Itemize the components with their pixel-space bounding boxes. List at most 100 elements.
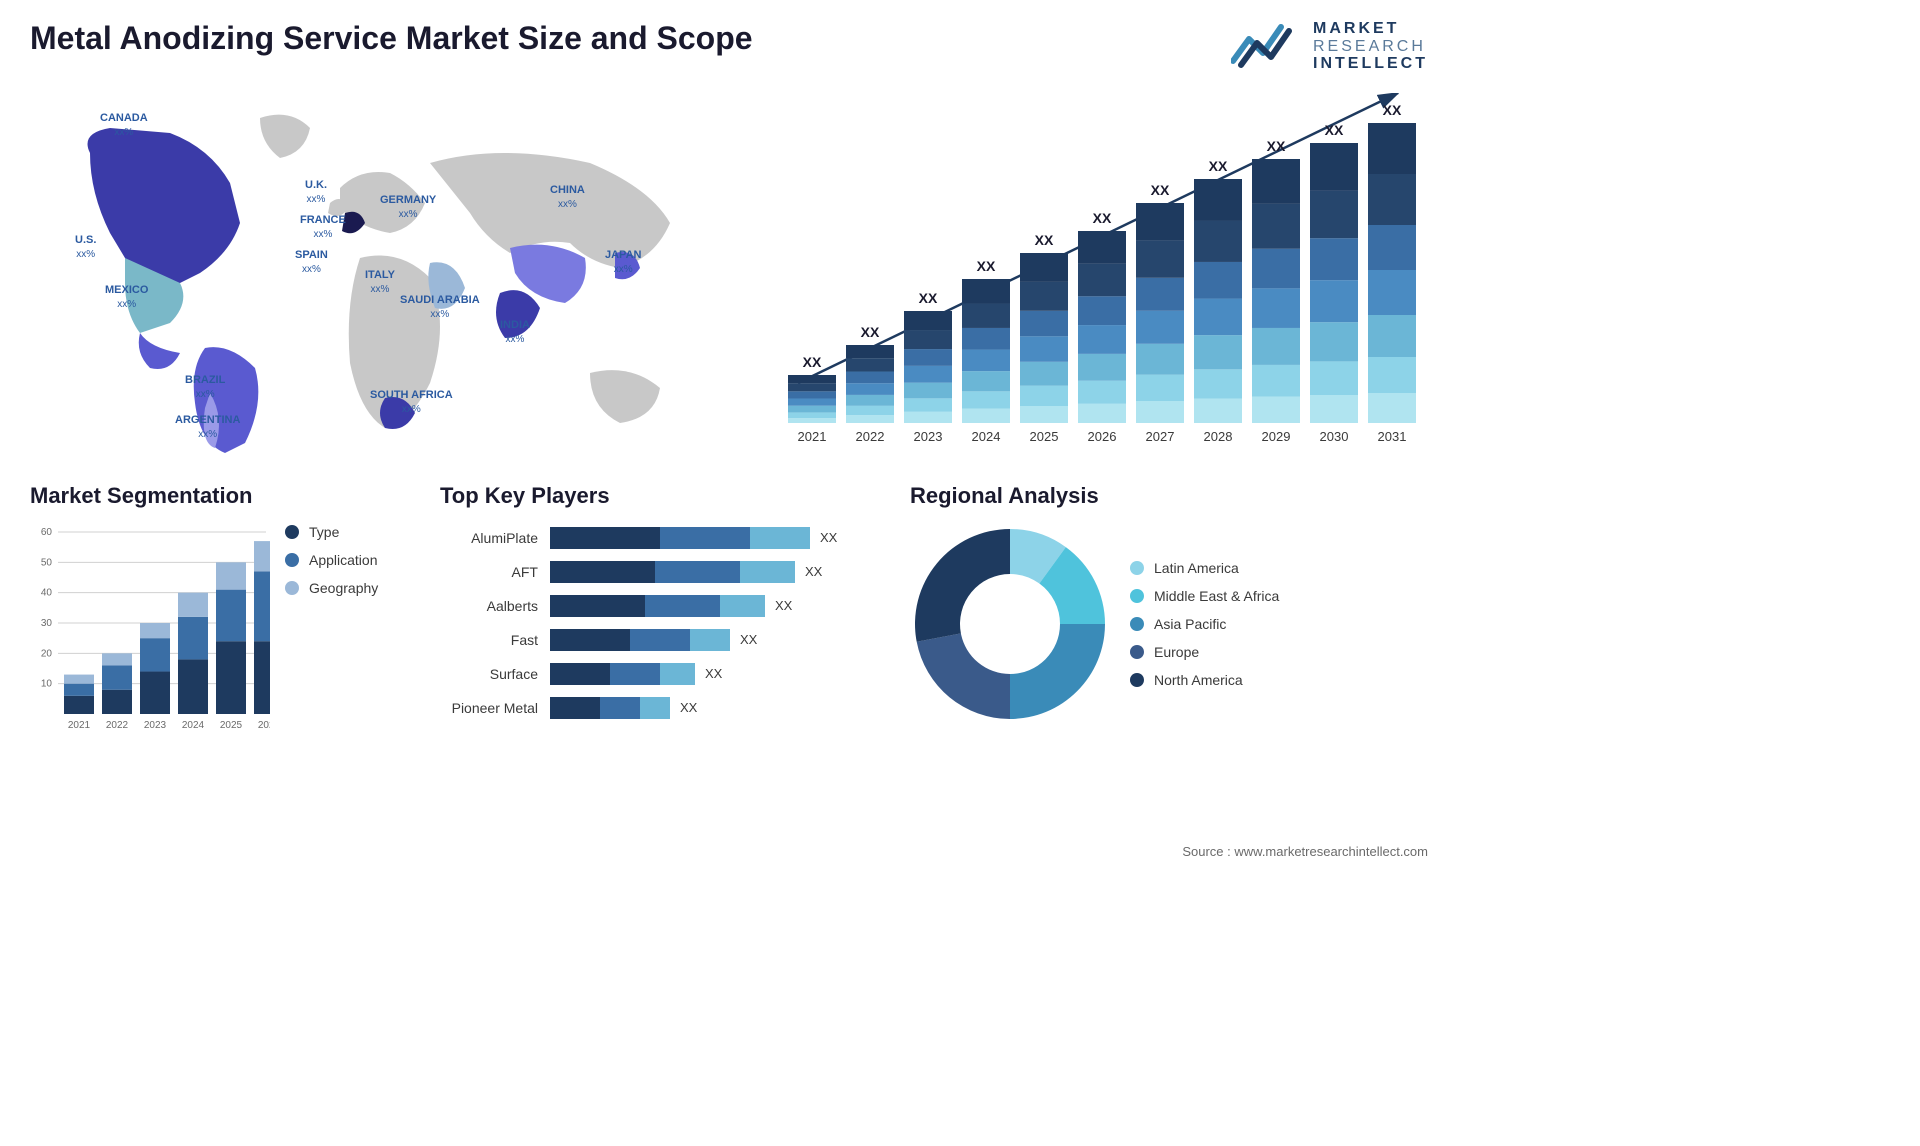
map-label-canada: CANADAxx%: [100, 111, 148, 140]
player-bar: XX: [550, 527, 880, 549]
svg-text:30: 30: [41, 618, 53, 629]
logo-text: MARKET RESEARCH INTELLECT: [1313, 20, 1428, 73]
map-label-brazil: BRAZILxx%: [185, 373, 225, 402]
svg-text:10: 10: [41, 678, 53, 689]
growth-chart-svg: XX 2021 XX 2022 XX 2023 XX 2024 XX 2025 XX 2026 XX 20…: [768, 93, 1428, 453]
player-value: XX: [820, 530, 837, 545]
player-row: Surface XX: [440, 660, 880, 688]
svg-text:XX: XX: [1035, 232, 1054, 248]
player-label: Aalberts: [440, 598, 550, 614]
map-label-mexico: MEXICOxx%: [105, 283, 148, 312]
players-chart: AlumiPlateXXAFTXXAalbertsXXFastXXSurface…: [440, 524, 880, 722]
logo-icon: [1231, 21, 1301, 71]
player-row: AlumiPlate XX: [440, 524, 880, 552]
player-bar: XX: [550, 629, 880, 651]
segmentation-svg: 102030405060202120222023202420252026: [30, 524, 270, 734]
player-value: XX: [805, 564, 822, 579]
player-bar: XX: [550, 561, 880, 583]
top-row: CANADAxx% U.S.xx% MEXICOxx% BRAZILxx% ARGENT…: [30, 93, 1428, 453]
svg-text:40: 40: [41, 587, 53, 598]
page-title: Metal Anodizing Service Market Size and …: [30, 20, 753, 57]
svg-text:2024: 2024: [972, 429, 1001, 444]
player-value: XX: [705, 666, 722, 681]
world-map: CANADAxx% U.S.xx% MEXICOxx% BRAZILxx% ARGENT…: [30, 93, 738, 453]
player-bar: XX: [550, 663, 880, 685]
legend-item: Application: [285, 552, 378, 568]
svg-text:60: 60: [41, 527, 53, 538]
header: Metal Anodizing Service Market Size and …: [30, 20, 1428, 73]
players-title: Top Key Players: [440, 483, 880, 509]
player-row: Aalberts XX: [440, 592, 880, 620]
svg-text:2026: 2026: [258, 720, 270, 731]
svg-text:XX: XX: [1209, 158, 1228, 174]
svg-text:2030: 2030: [1320, 429, 1349, 444]
svg-text:2023: 2023: [914, 429, 943, 444]
map-label-china: CHINAxx%: [550, 183, 585, 212]
segmentation-section: Market Segmentation 10203040506020212022…: [30, 483, 410, 734]
svg-text:XX: XX: [1093, 210, 1112, 226]
svg-text:XX: XX: [919, 290, 938, 306]
legend-item: Europe: [1130, 644, 1279, 660]
svg-text:2024: 2024: [182, 720, 205, 731]
brand-logo: MARKET RESEARCH INTELLECT: [1231, 20, 1428, 73]
svg-text:2031: 2031: [1378, 429, 1407, 444]
donut-chart: [910, 524, 1110, 724]
svg-text:2021: 2021: [798, 429, 827, 444]
player-row: Pioneer Metal XX: [440, 694, 880, 722]
svg-text:2028: 2028: [1204, 429, 1233, 444]
map-label-france: FRANCExx%: [300, 213, 346, 242]
players-section: Top Key Players AlumiPlateXXAFTXXAalbert…: [440, 483, 880, 734]
map-label-italy: ITALYxx%: [365, 268, 395, 297]
svg-text:2025: 2025: [1030, 429, 1059, 444]
player-value: XX: [680, 700, 697, 715]
svg-text:XX: XX: [1383, 102, 1402, 118]
legend-item: North America: [1130, 672, 1279, 688]
svg-text:XX: XX: [1151, 182, 1170, 198]
svg-text:2025: 2025: [220, 720, 243, 731]
growth-bar-chart: XX 2021 XX 2022 XX 2023 XX 2024 XX 2025 XX 2026 XX 20…: [768, 93, 1428, 453]
player-bar: XX: [550, 595, 880, 617]
map-label-germany: GERMANYxx%: [380, 193, 436, 222]
svg-text:2022: 2022: [106, 720, 129, 731]
svg-text:2026: 2026: [1088, 429, 1117, 444]
map-label-india: INDIAxx%: [500, 318, 530, 347]
segmentation-legend: Type Application Geography: [285, 524, 378, 734]
svg-text:2023: 2023: [144, 720, 167, 731]
map-label-japan: JAPANxx%: [605, 248, 641, 277]
legend-item: Type: [285, 524, 378, 540]
map-label-uk: U.K.xx%: [305, 178, 327, 207]
svg-text:2029: 2029: [1262, 429, 1291, 444]
map-label-spain: SPAINxx%: [295, 248, 328, 277]
svg-text:2027: 2027: [1146, 429, 1175, 444]
map-label-saudiarabia: SAUDI ARABIAxx%: [400, 293, 480, 322]
player-value: XX: [775, 598, 792, 613]
legend-item: Geography: [285, 580, 378, 596]
player-label: Surface: [440, 666, 550, 682]
bottom-row: Market Segmentation 10203040506020212022…: [30, 483, 1428, 734]
legend-item: Middle East & Africa: [1130, 588, 1279, 604]
svg-text:XX: XX: [1325, 122, 1344, 138]
player-row: Fast XX: [440, 626, 880, 654]
svg-text:XX: XX: [803, 354, 822, 370]
regional-legend: Latin AmericaMiddle East & AfricaAsia Pa…: [1130, 560, 1279, 688]
svg-text:2022: 2022: [856, 429, 885, 444]
regional-section: Regional Analysis Latin AmericaMiddle Ea…: [910, 483, 1428, 734]
regional-content: Latin AmericaMiddle East & AfricaAsia Pa…: [910, 524, 1428, 724]
legend-item: Asia Pacific: [1130, 616, 1279, 632]
player-row: AFT XX: [440, 558, 880, 586]
source-text: Source : www.marketresearchintellect.com: [1182, 844, 1428, 859]
map-label-argentina: ARGENTINAxx%: [175, 413, 240, 442]
player-label: Fast: [440, 632, 550, 648]
player-label: AlumiPlate: [440, 530, 550, 546]
player-value: XX: [740, 632, 757, 647]
player-bar: XX: [550, 697, 880, 719]
player-label: Pioneer Metal: [440, 700, 550, 716]
map-label-us: U.S.xx%: [75, 233, 96, 262]
segmentation-chart: 102030405060202120222023202420252026 Typ…: [30, 524, 410, 734]
segmentation-title: Market Segmentation: [30, 483, 410, 509]
regional-title: Regional Analysis: [910, 483, 1428, 509]
player-label: AFT: [440, 564, 550, 580]
svg-text:50: 50: [41, 557, 53, 568]
map-label-southafrica: SOUTH AFRICAxx%: [370, 388, 453, 417]
svg-text:20: 20: [41, 648, 53, 659]
